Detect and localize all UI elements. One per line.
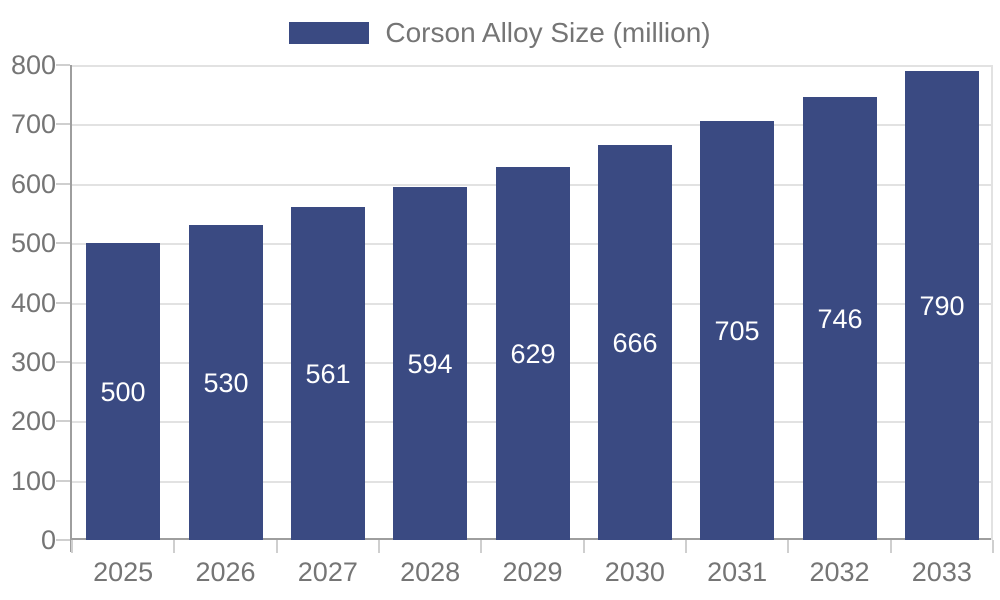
x-axis-tick-label: 2032: [809, 557, 870, 587]
plot-area: 500 530 561 594 629 666 705 746 790: [72, 65, 993, 540]
y-axis-tick-label: 300: [10, 346, 56, 377]
bar[interactable]: 561: [291, 207, 365, 540]
y-axis-tick-label: 400: [10, 287, 56, 318]
y-tick: [56, 64, 70, 66]
y-tick: [56, 182, 70, 185]
x-tick: [71, 540, 73, 553]
y-tick: [56, 479, 70, 482]
bar[interactable]: 594: [393, 187, 467, 540]
bar[interactable]: 629: [496, 167, 570, 540]
bar[interactable]: 790: [905, 71, 979, 540]
gridline: [72, 65, 993, 67]
x-axis-tick-label: 2031: [707, 557, 768, 587]
x-axis-tick-label: 2030: [604, 557, 665, 587]
x-tick: [173, 540, 176, 553]
x-tick: [992, 540, 994, 553]
bar-value-label: 790: [919, 291, 965, 321]
y-axis-tick-label: 600: [10, 168, 56, 199]
legend-label: Corson Alloy Size (million): [385, 17, 711, 48]
y-tick: [56, 420, 70, 423]
x-tick: [582, 540, 585, 553]
bar[interactable]: 746: [803, 97, 877, 540]
bar[interactable]: 705: [700, 121, 774, 540]
gridline: [72, 124, 993, 127]
bar-value-label: 746: [817, 304, 863, 334]
y-axis-tick-label: 700: [10, 109, 56, 140]
bar-value-label: 594: [407, 349, 453, 379]
bar-value-label: 530: [203, 368, 249, 398]
x-tick: [480, 540, 483, 553]
x-axis-tick-label: 2029: [502, 557, 563, 587]
y-tick: [56, 301, 70, 304]
y-axis-line: [70, 65, 72, 552]
x-axis-tick-label: 2028: [400, 557, 461, 587]
y-tick: [56, 539, 70, 541]
bar[interactable]: 530: [189, 225, 263, 540]
y-tick: [56, 242, 70, 245]
bar-value-label: 666: [612, 328, 658, 358]
x-axis-tick-label: 2026: [195, 557, 256, 587]
x-tick: [378, 540, 380, 553]
x-axis-tick-label: 2027: [297, 557, 358, 587]
x-axis-tick-label: 2033: [911, 557, 972, 587]
bar[interactable]: 666: [598, 145, 672, 540]
legend-item[interactable]: Corson Alloy Size (million): [0, 17, 1000, 48]
bar-value-label: 500: [100, 377, 146, 407]
y-axis-tick-label: 200: [10, 406, 56, 437]
x-tick: [685, 540, 687, 553]
bar-value-label: 561: [305, 359, 351, 389]
bar[interactable]: 500: [86, 243, 160, 540]
x-axis-tick-label: 2025: [93, 557, 154, 587]
y-tick: [56, 360, 70, 363]
y-axis-tick-label: 100: [10, 465, 56, 496]
bar-value-label: 705: [714, 316, 760, 346]
y-axis-tick-label: 0: [40, 525, 56, 555]
legend-swatch: [289, 22, 370, 44]
y-axis-tick-label: 800: [10, 50, 56, 80]
y-tick: [56, 123, 70, 126]
y-axis-tick-label: 500: [10, 228, 56, 259]
x-tick: [889, 540, 892, 553]
x-tick: [787, 540, 790, 553]
bar-value-label: 629: [510, 339, 556, 369]
x-tick: [275, 540, 278, 553]
